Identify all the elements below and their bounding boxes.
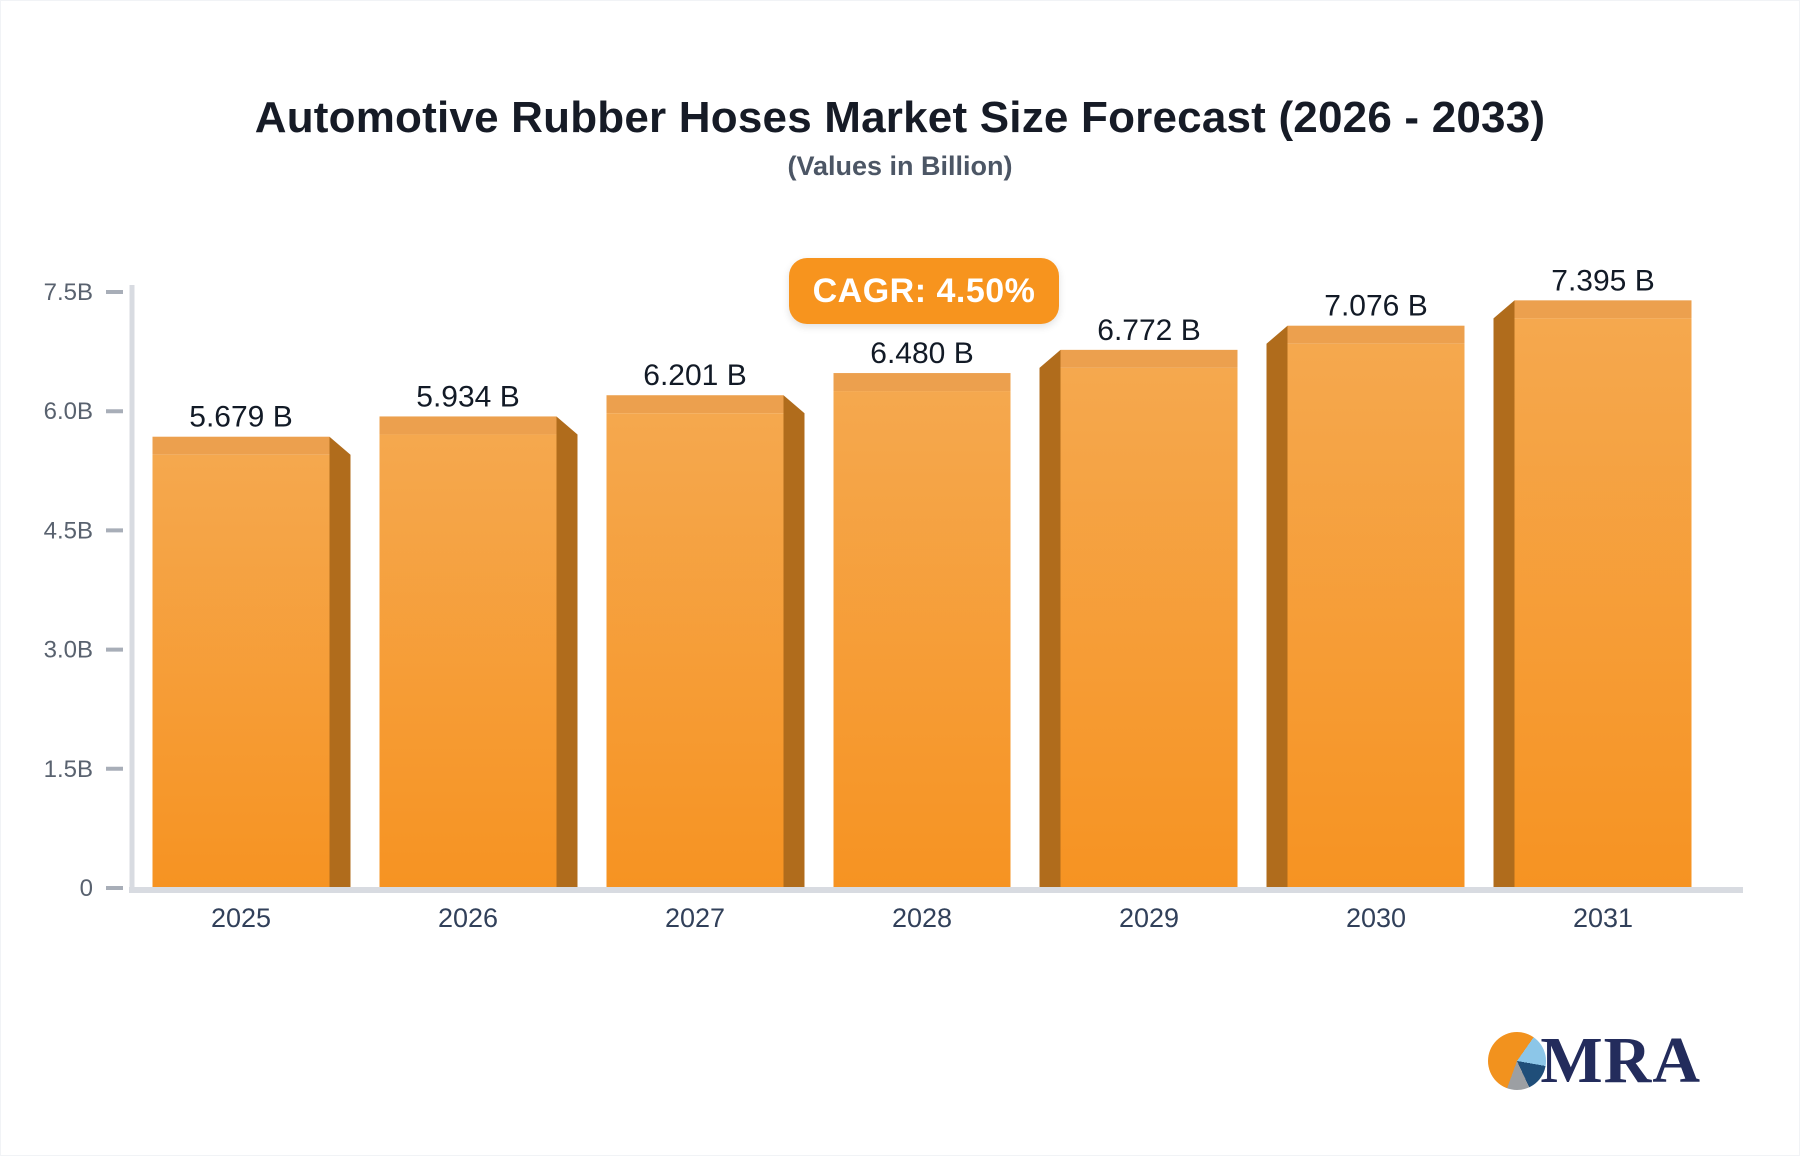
y-axis-label: 6.0B	[44, 398, 93, 425]
y-axis-label: 0	[80, 875, 93, 902]
bar-value-label: 6.201 B	[643, 359, 746, 392]
bar-value-label: 6.480 B	[870, 337, 973, 370]
x-axis-label-2025: 2025	[211, 903, 271, 933]
bar-2030[interactable]	[1287, 343, 1465, 889]
y-axis-label: 1.5B	[44, 756, 93, 783]
page-title: Automotive Rubber Hoses Market Size Fore…	[254, 93, 1546, 142]
bar-group-2025: 5.679 B 2025	[152, 401, 351, 933]
bar-2031[interactable]	[1514, 318, 1692, 888]
bar-top-face	[152, 436, 330, 455]
bar-top-face	[379, 416, 557, 435]
bar-group-2028: 6.480 B 2028	[833, 337, 1011, 933]
y-axis-label: 7.5B	[44, 279, 93, 306]
x-axis-label-2029: 2029	[1119, 903, 1179, 933]
bar-top-face	[606, 395, 784, 414]
bar-side-face	[1266, 325, 1288, 889]
bar-group-2029: 6.772 B 2029	[1039, 314, 1238, 933]
bar-2027[interactable]	[606, 413, 784, 888]
bar-side-face	[556, 416, 578, 888]
bar-side-face	[329, 436, 351, 888]
bar-2029[interactable]	[1060, 367, 1238, 888]
bar-side-face	[1493, 300, 1515, 888]
x-axis-label-2026: 2026	[438, 903, 498, 933]
bar-group-2027: 6.201 B 2027	[606, 359, 805, 933]
bar-2028[interactable]	[833, 391, 1011, 888]
bar-side-face	[1039, 349, 1061, 888]
bar-2025[interactable]	[152, 454, 330, 888]
bar-value-label: 7.395 B	[1551, 264, 1654, 297]
logo-text: MRA	[1540, 1024, 1701, 1097]
bar-value-label: 5.679 B	[189, 401, 292, 434]
bar-group-2026: 5.934 B 2026	[379, 380, 578, 933]
bar-top-face	[833, 373, 1011, 392]
chart-subtitle: (Values in Billion)	[787, 151, 1013, 181]
x-axis-label-2030: 2030	[1346, 903, 1406, 933]
brand-logo: MRA	[1488, 1024, 1701, 1097]
bar-side-face	[783, 395, 805, 888]
x-axis-label-2031: 2031	[1573, 903, 1633, 933]
bar-2026[interactable]	[379, 434, 557, 888]
bar-value-label: 7.076 B	[1324, 290, 1427, 323]
bar-group-2031: 7.395 B 2031	[1493, 264, 1692, 933]
bar-top-face	[1060, 349, 1238, 368]
cagr-badge: CAGR: 4.50%	[789, 258, 1059, 324]
bar-value-label: 6.772 B	[1097, 314, 1200, 347]
y-axis-label: 4.5B	[44, 517, 93, 544]
bar-value-label: 5.934 B	[416, 380, 519, 413]
bar-top-face	[1287, 325, 1465, 344]
x-axis-label-2028: 2028	[892, 903, 952, 933]
x-axis-label-2027: 2027	[665, 903, 725, 933]
bar-group-2030: 7.076 B 2030	[1266, 290, 1465, 933]
y-axis-label: 3.0B	[44, 637, 93, 664]
bar-top-face	[1514, 300, 1692, 319]
cagr-badge-label: CAGR: 4.50%	[812, 271, 1036, 310]
pie-chart-logo-icon	[1488, 1031, 1547, 1090]
